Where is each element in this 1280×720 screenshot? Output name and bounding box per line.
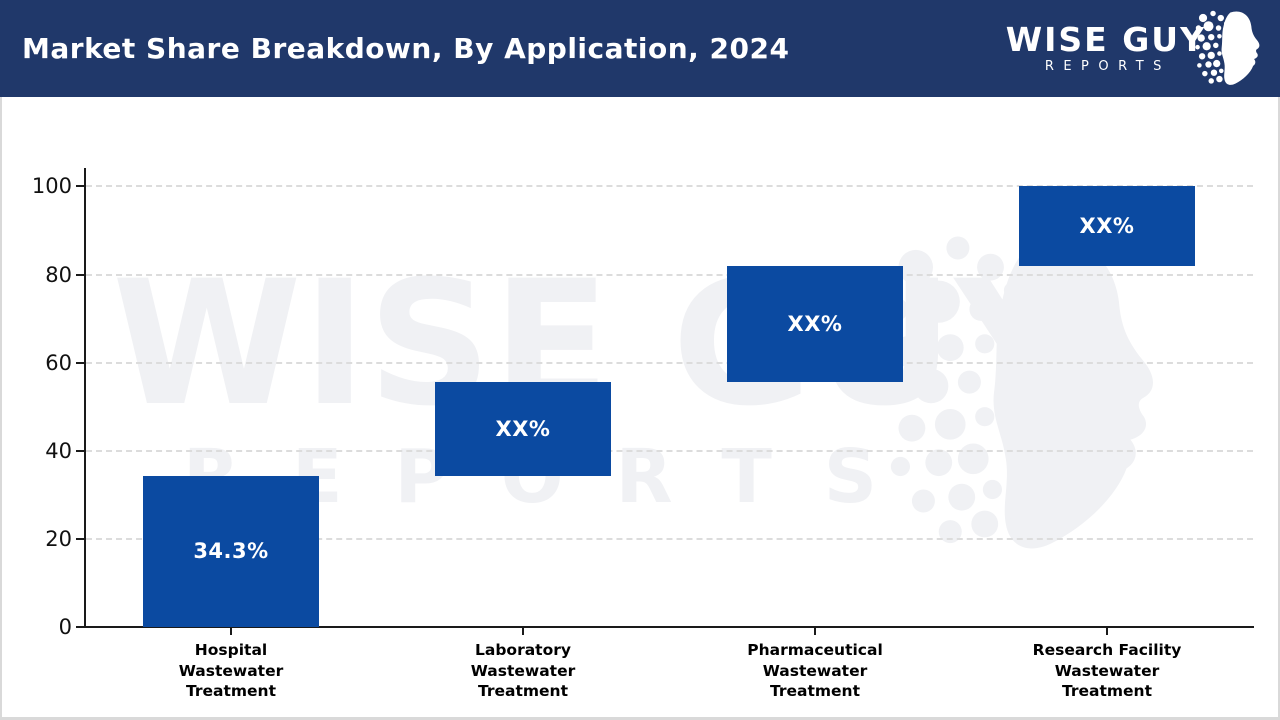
bar-value-label: XX% (787, 312, 843, 337)
category-label-line: Wastewater (762, 661, 868, 680)
y-axis-line (84, 168, 86, 628)
category-label-line: Laboratory (475, 641, 571, 659)
category-label-line: Wastewater (1054, 661, 1160, 680)
bar-value-label: XX% (1079, 214, 1135, 239)
category-label-line: Pharmaceutical (747, 641, 883, 659)
category-label-line: Treatment (477, 682, 568, 700)
bar-segment: XX% (1019, 186, 1195, 266)
bar-value-label: XX% (495, 417, 551, 442)
watermark-head-icon (883, 236, 1153, 549)
x-axis-category-label: Research Facility Wastewater Treatment (992, 640, 1222, 702)
header: Market Share Breakdown, By Application, … (0, 0, 1280, 97)
bar-segment: XX% (435, 382, 611, 476)
y-axis-tick-mark (76, 537, 84, 540)
y-axis-tick-mark (76, 273, 84, 276)
bar-segment: 34.3% (143, 475, 319, 627)
gridline (86, 361, 1253, 364)
category-label-line: Treatment (185, 682, 276, 700)
x-axis-tick-mark (1106, 628, 1108, 635)
y-axis-tick-label: 20 (45, 526, 72, 551)
y-axis-tick-mark (76, 449, 84, 452)
gridline (86, 537, 1253, 540)
category-label-line: Treatment (1061, 682, 1152, 700)
x-axis-tick-mark (814, 628, 816, 635)
x-axis-category-label: Pharmaceutical Wastewater Treatment (700, 640, 930, 702)
logo-reports-label: REPORTS (1044, 59, 1171, 74)
gridline (86, 449, 1253, 452)
x-axis-category-label: Hospital Wastewater Treatment (116, 640, 346, 702)
y-axis-tick-label: 60 (45, 350, 72, 375)
y-axis-tick-label: 80 (45, 262, 72, 287)
category-label-line: Research Facility (1032, 641, 1182, 659)
wiseguy-logo: WISE GUY REPORTS (1006, 8, 1266, 90)
x-axis-category-label: Laboratory Wastewater Treatment (408, 640, 638, 702)
logo-wiseguy-label: WISE GUY (1005, 20, 1206, 59)
x-axis-tick-mark (230, 628, 232, 635)
y-axis-tick-mark (76, 185, 84, 188)
page-title: Market Share Breakdown, By Application, … (22, 32, 790, 65)
y-axis-tick-label: 40 (45, 438, 72, 463)
y-axis-tick-mark (76, 626, 84, 628)
category-label-line: Wastewater (178, 661, 284, 680)
y-axis-tick-mark (76, 361, 84, 364)
category-label-line: Hospital (194, 641, 268, 659)
y-axis-tick-label: 100 (31, 174, 72, 199)
category-label-line: Wastewater (470, 661, 576, 680)
x-axis-tick-mark (522, 628, 524, 635)
gridline (86, 185, 1253, 188)
gridline (86, 273, 1253, 276)
bar-value-label: 34.3% (193, 539, 269, 564)
logo-text: WISE GUY REPORTS (1006, 23, 1206, 74)
category-label-line: Treatment (769, 682, 860, 700)
y-axis-tick-label: 0 (58, 615, 72, 639)
bar-segment: XX% (727, 265, 903, 383)
x-axis-line (84, 626, 1254, 628)
